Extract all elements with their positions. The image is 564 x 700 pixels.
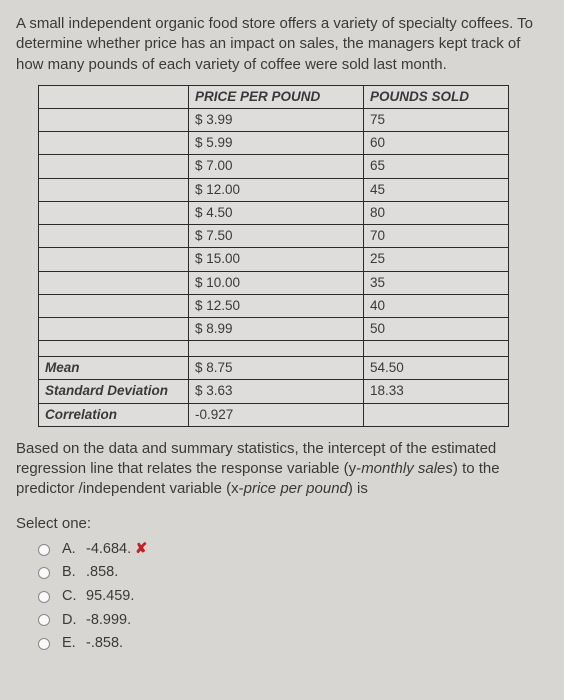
cell-price: $ 15.00 bbox=[189, 248, 364, 271]
choice-text: .858. bbox=[86, 563, 118, 583]
select-one-label: Select one: bbox=[16, 514, 548, 534]
radio-icon[interactable] bbox=[38, 591, 50, 603]
table-row: $ 7.0065 bbox=[39, 155, 509, 178]
choice-text: -8.999. bbox=[86, 611, 131, 631]
choice-letter: A. bbox=[62, 540, 86, 560]
table-row: $ 12.0045 bbox=[39, 178, 509, 201]
cell-pounds: 65 bbox=[364, 155, 509, 178]
choice-letter: E. bbox=[62, 634, 86, 654]
cell-pounds: 40 bbox=[364, 294, 509, 317]
choice-text: -.858. bbox=[86, 634, 123, 654]
radio-icon[interactable] bbox=[38, 614, 50, 626]
table-row-corr: Correlation -0.927 bbox=[39, 403, 509, 426]
table-row: $ 8.9950 bbox=[39, 317, 509, 340]
table-row: $ 15.0025 bbox=[39, 248, 509, 271]
choice-d[interactable]: D. -8.999. bbox=[38, 611, 548, 631]
cell-pounds: 70 bbox=[364, 225, 509, 248]
cell-price: $ 4.50 bbox=[189, 201, 364, 224]
table-spacer-row bbox=[39, 341, 509, 357]
cell-pounds: 50 bbox=[364, 317, 509, 340]
followup-p5: ) is bbox=[348, 480, 368, 497]
question-text: A small independent organic food store o… bbox=[16, 14, 548, 75]
wrong-mark-icon: ✘ bbox=[135, 540, 147, 560]
choices-list: A. -4.684. ✘ B. .858. C. 95.459. D. -8.9… bbox=[16, 540, 548, 654]
choice-e[interactable]: E. -.858. bbox=[38, 634, 548, 654]
stat-label-corr: Correlation bbox=[39, 403, 189, 426]
table-row: $ 5.9960 bbox=[39, 132, 509, 155]
table-row: $ 7.5070 bbox=[39, 225, 509, 248]
cell-price: $ 10.00 bbox=[189, 271, 364, 294]
stat-label-mean: Mean bbox=[39, 357, 189, 380]
followup-text: Based on the data and summary statistics… bbox=[16, 439, 548, 500]
followup-p2: monthly sales bbox=[361, 460, 453, 477]
cell-price: $ 8.99 bbox=[189, 317, 364, 340]
choice-letter: C. bbox=[62, 587, 86, 607]
cell-price: $ 3.99 bbox=[189, 108, 364, 131]
cell-price: $ 5.99 bbox=[189, 132, 364, 155]
table-row: $ 4.5080 bbox=[39, 201, 509, 224]
table-row-sd: Standard Deviation $ 3.63 18.33 bbox=[39, 380, 509, 403]
table-row: $ 12.5040 bbox=[39, 294, 509, 317]
radio-icon[interactable] bbox=[38, 638, 50, 650]
choice-text: -4.684. bbox=[86, 540, 131, 560]
choice-letter: B. bbox=[62, 563, 86, 583]
table-row-mean: Mean $ 8.75 54.50 bbox=[39, 357, 509, 380]
stat-sd-price: $ 3.63 bbox=[189, 380, 364, 403]
stat-mean-price: $ 8.75 bbox=[189, 357, 364, 380]
cell-pounds: 35 bbox=[364, 271, 509, 294]
data-table: PRICE PER POUND POUNDS SOLD $ 3.9975 $ 5… bbox=[38, 85, 509, 427]
cell-pounds: 25 bbox=[364, 248, 509, 271]
stat-mean-pounds: 54.50 bbox=[364, 357, 509, 380]
cell-pounds: 45 bbox=[364, 178, 509, 201]
followup-p4: price per pound bbox=[244, 480, 348, 497]
choice-text: 95.459. bbox=[86, 587, 134, 607]
cell-price: $ 12.50 bbox=[189, 294, 364, 317]
stat-corr-price: -0.927 bbox=[189, 403, 364, 426]
table-row: $ 3.9975 bbox=[39, 108, 509, 131]
choice-a[interactable]: A. -4.684. ✘ bbox=[38, 540, 548, 560]
radio-icon[interactable] bbox=[38, 544, 50, 556]
cell-pounds: 80 bbox=[364, 201, 509, 224]
radio-icon[interactable] bbox=[38, 567, 50, 579]
choice-letter: D. bbox=[62, 611, 86, 631]
table-header-price: PRICE PER POUND bbox=[189, 85, 364, 108]
choice-b[interactable]: B. .858. bbox=[38, 563, 548, 583]
cell-price: $ 7.50 bbox=[189, 225, 364, 248]
cell-price: $ 7.00 bbox=[189, 155, 364, 178]
stat-corr-pounds bbox=[364, 403, 509, 426]
table-header-blank bbox=[39, 85, 189, 108]
stat-label-sd: Standard Deviation bbox=[39, 380, 189, 403]
table-header-pounds: POUNDS SOLD bbox=[364, 85, 509, 108]
cell-pounds: 60 bbox=[364, 132, 509, 155]
table-row: $ 10.0035 bbox=[39, 271, 509, 294]
stat-sd-pounds: 18.33 bbox=[364, 380, 509, 403]
choice-c[interactable]: C. 95.459. bbox=[38, 587, 548, 607]
cell-pounds: 75 bbox=[364, 108, 509, 131]
cell-price: $ 12.00 bbox=[189, 178, 364, 201]
